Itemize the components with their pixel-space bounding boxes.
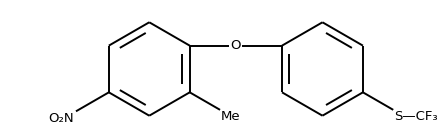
Text: O₂N: O₂N: [48, 112, 74, 125]
Text: Me: Me: [221, 110, 241, 123]
Text: O: O: [231, 39, 241, 52]
Text: S—CF₃: S—CF₃: [394, 110, 438, 123]
